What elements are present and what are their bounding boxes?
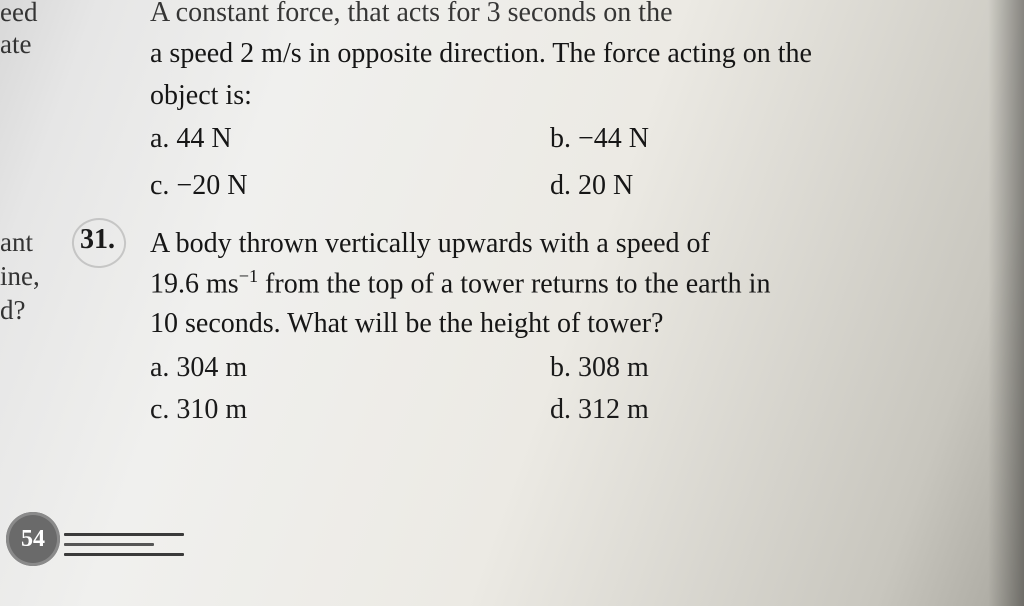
- q30-partial-line: A constant force, that acts for 3 second…: [150, 0, 994, 33]
- q31-text: A body thrown vertically upwards with a …: [150, 224, 994, 344]
- option-a: a. 44 N: [150, 120, 470, 159]
- margin-word: ant: [0, 226, 33, 260]
- q31-text-post: from the top of a tower returns to the e…: [258, 268, 770, 299]
- badge-decoration-lines: [64, 526, 184, 563]
- margin-word: ine,: [0, 260, 40, 294]
- q30-line: object is:: [150, 77, 994, 116]
- q31-line: 10 seconds. What will be the height of t…: [150, 304, 994, 344]
- option-a: a. 304 m: [150, 352, 470, 384]
- margin-word: ate: [0, 28, 31, 62]
- q31-text-pre: 19.6 ms: [150, 268, 239, 299]
- question-number: 31.: [80, 224, 115, 256]
- question-31-block: 31. A body thrown vertically upwards wit…: [80, 224, 994, 426]
- q31-line: A body thrown vertically upwards with a …: [150, 224, 994, 264]
- option-d: d. 20 N: [550, 167, 870, 206]
- book-gutter-shadow: [988, 0, 1024, 606]
- option-d: d. 312 m: [550, 394, 870, 426]
- q31-line: 19.6 ms−1 from the top of a tower return…: [150, 264, 994, 304]
- option-b: b. 308 m: [550, 352, 870, 384]
- page: eed ate ant ine, d? A constant force, th…: [0, 0, 1024, 606]
- q30-line: a speed 2 m/s in opposite direction. The…: [150, 35, 994, 74]
- option-c: c. −20 N: [150, 167, 470, 206]
- question-30-block: A constant force, that acts for 3 second…: [150, 0, 994, 223]
- q30-options: a. 44 N b. −44 N c. −20 N d. 20 N: [150, 120, 994, 205]
- page-number: 54: [6, 512, 60, 566]
- option-b: b. −44 N: [550, 120, 870, 159]
- margin-word: d?: [0, 294, 25, 328]
- q31-superscript: −1: [239, 266, 258, 286]
- q31-options: a. 304 m b. 308 m c. 310 m d. 312 m: [150, 352, 994, 426]
- page-number-badge: 54: [6, 512, 60, 566]
- margin-word: eed: [0, 0, 37, 30]
- option-c: c. 310 m: [150, 394, 470, 426]
